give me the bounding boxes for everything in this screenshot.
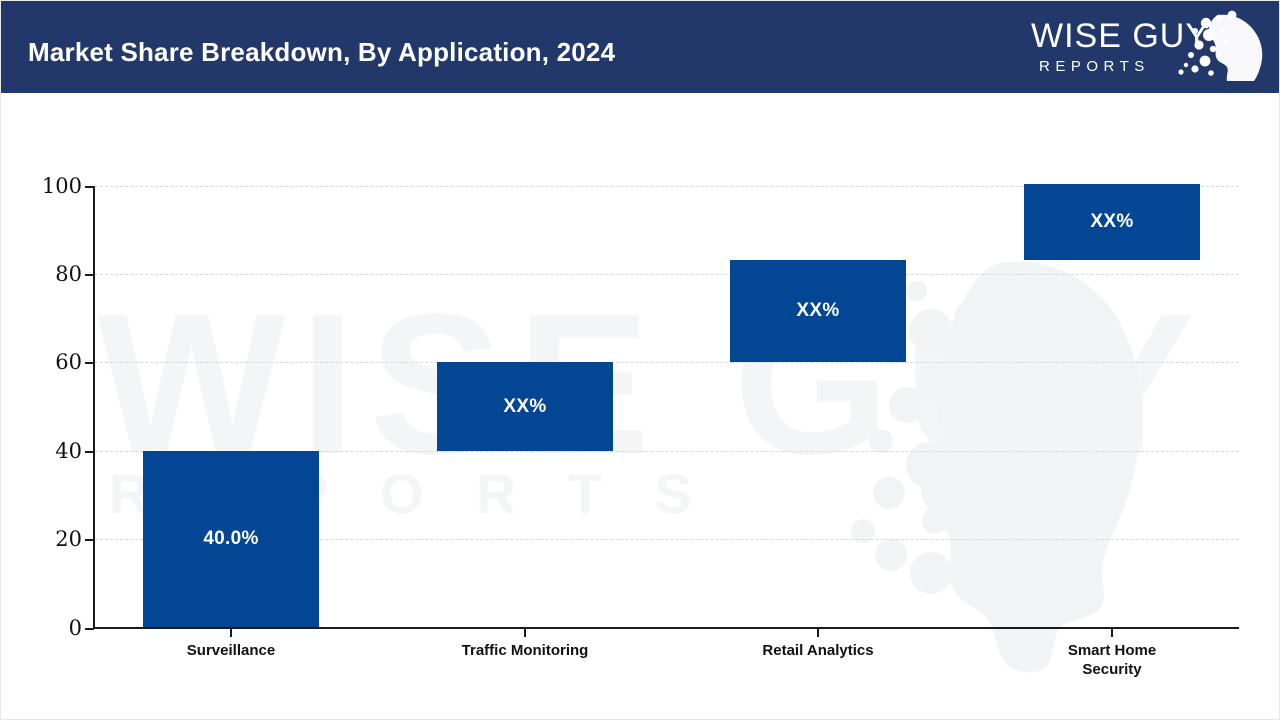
bar-smart-home-security[interactable] (1024, 184, 1200, 260)
gridline-20 (95, 539, 1239, 540)
xtick-mark-surveillance (230, 629, 232, 637)
xtick-label-retail-analytics: Retail Analytics (698, 641, 938, 660)
ytick-mark-60 (85, 362, 94, 364)
xtick-mark-traffic-monitoring (524, 629, 526, 637)
gridline-40 (95, 451, 1239, 452)
ytick-mark-80 (85, 274, 94, 276)
logo-wordmark-secondary: REPORTS (1039, 58, 1150, 75)
logo-head-profile-dots-icon (1178, 10, 1263, 82)
xtick-label-line: Surveillance (186, 642, 276, 659)
xtick-label-line: Traffic Monitoring (461, 642, 589, 659)
bar-label-smart-home-security: XX% (1090, 211, 1134, 232)
ytick-label-40: 40 (55, 439, 82, 463)
xtick-label-line: Smart Home (1067, 642, 1157, 659)
y-axis-spine (93, 186, 95, 629)
ytick-label-60: 60 (55, 350, 82, 374)
chart-header-bar: Market Share Breakdown, By Application, … (1, 1, 1279, 93)
ytick-label-100: 100 (41, 174, 82, 198)
ytick-mark-40 (85, 451, 94, 453)
chart-plot-area: WISE GUY REPORTS (1, 93, 1279, 719)
ytick-mark-100 (85, 186, 94, 188)
xtick-mark-smart-home-security (1111, 629, 1113, 637)
ytick-mark-20 (85, 539, 94, 541)
gridline-60 (95, 362, 1239, 363)
bar-label-surveillance: 40.0% (203, 528, 259, 549)
x-axis-spine (93, 627, 1239, 629)
xtick-label-smart-home-security: Smart Home Security (992, 641, 1232, 679)
gridline-80 (95, 274, 1239, 275)
bar-label-retail-analytics: XX% (796, 300, 840, 321)
logo-wordmark-primary: WISE GUY (1031, 17, 1209, 55)
wise-guy-reports-logo: WISE GUY REPORTS (1023, 9, 1275, 85)
logo-svg: WISE GUY REPORTS (1031, 10, 1263, 82)
ytick-label-80: 80 (55, 262, 82, 286)
bar-label-traffic-monitoring: XX% (503, 396, 547, 417)
bar-retail-analytics[interactable] (730, 260, 906, 362)
gridline-100 (95, 186, 1239, 187)
ytick-label-20: 20 (55, 527, 82, 551)
xtick-label-line: Retail Analytics (762, 642, 874, 659)
page-title: Market Share Breakdown, By Application, … (28, 37, 616, 67)
ytick-label-0: 0 (68, 616, 82, 640)
ytick-mark-0 (85, 628, 94, 630)
xtick-label-surveillance: Surveillance (111, 641, 351, 660)
bar-surveillance[interactable] (143, 451, 319, 628)
xtick-mark-retail-analytics (817, 629, 819, 637)
bar-traffic-monitoring[interactable] (437, 362, 613, 451)
xtick-label-traffic-monitoring: Traffic Monitoring (405, 641, 645, 660)
xtick-label-line: Security (1082, 661, 1142, 678)
